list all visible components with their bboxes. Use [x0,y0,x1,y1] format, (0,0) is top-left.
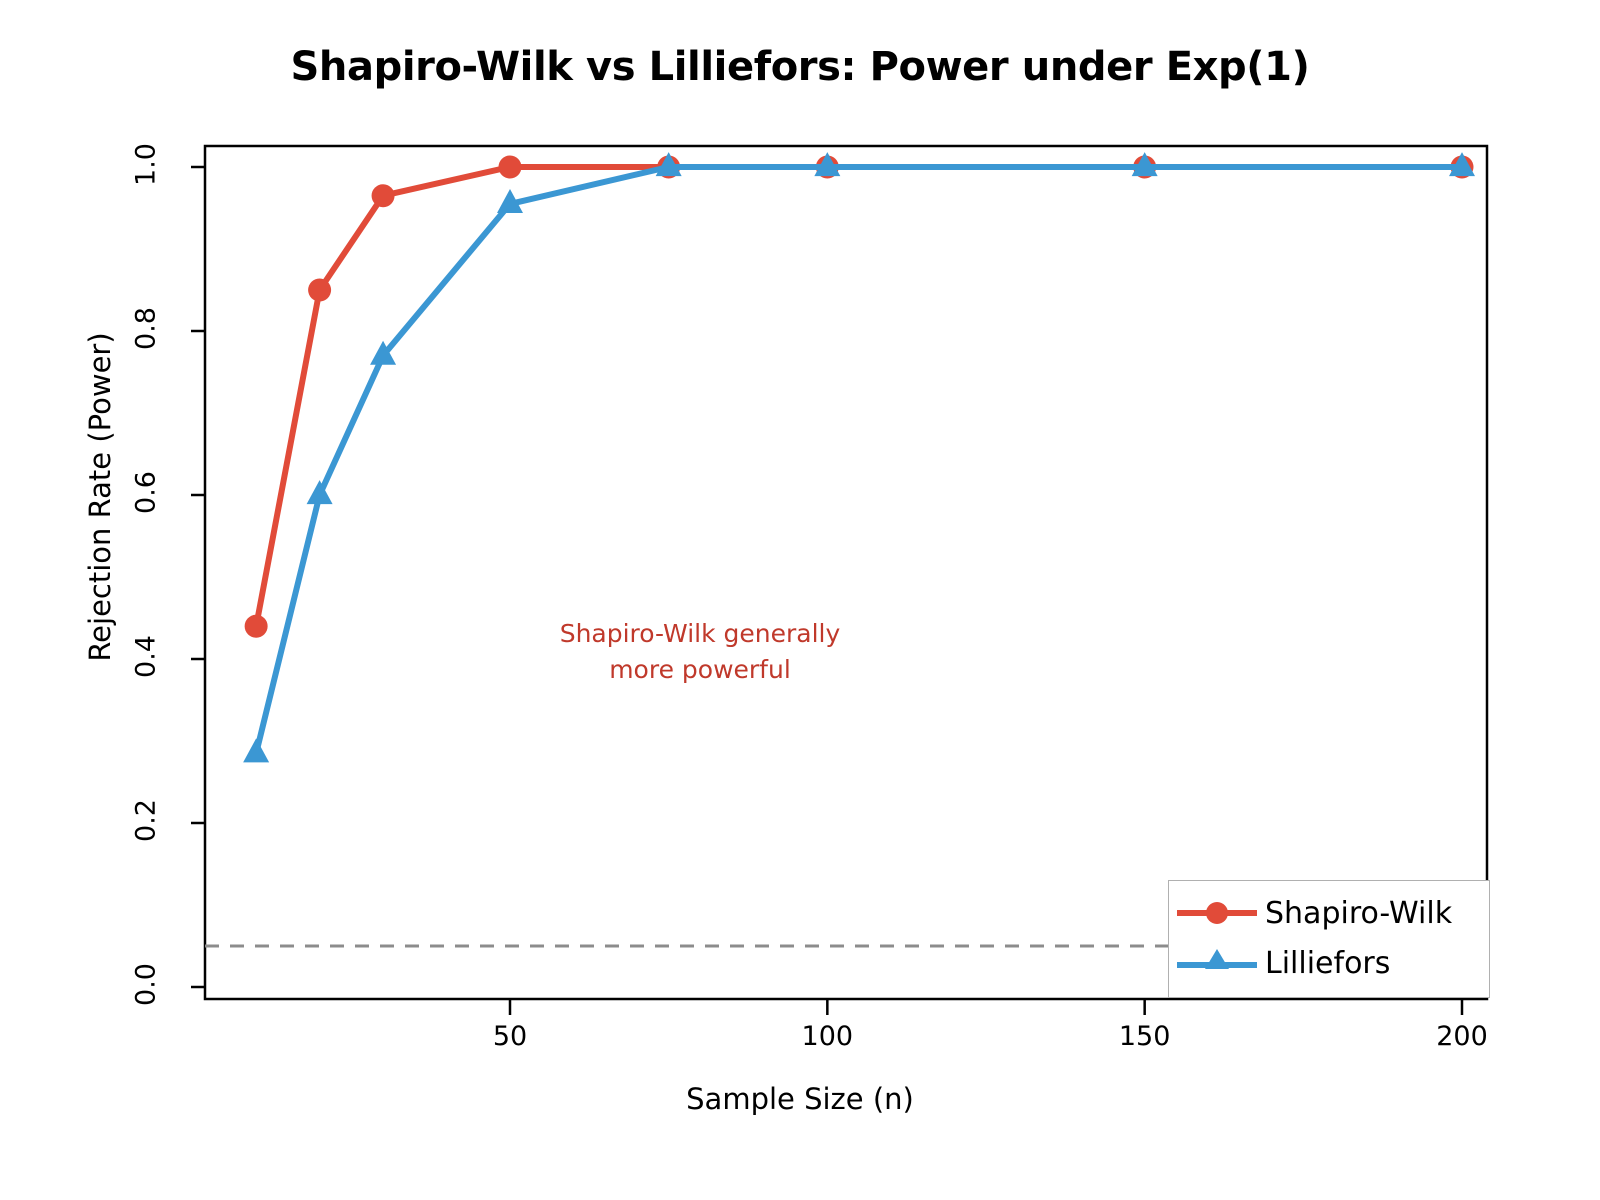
y-tick-label: 1.0 [130,143,162,186]
annotation-line-2: more powerful [609,655,791,685]
y-tick-label: 0.8 [130,307,162,350]
x-tick-label: 150 [1118,1021,1171,1052]
legend-label: Shapiro-Wilk [1265,895,1453,931]
x-axis-ticks [508,999,1464,1015]
legend-item-lilliefors[interactable]: Lilliefors [1169,939,1491,987]
legend-item-shapiro-wilk[interactable]: Shapiro-Wilk [1169,889,1491,937]
y-axis-ticks [191,165,205,989]
x-tick-label: 100 [801,1021,854,1052]
y-tick-label: 0.0 [130,963,162,1006]
plot-panel-border [203,144,1489,1001]
legend-key-triangle-icon [1169,939,1265,987]
x-tick-label: 200 [1436,1021,1488,1052]
y-tick-label: 0.2 [130,799,162,842]
page-title: Shapiro-Wilk vs Lilliefors: Power under … [290,44,1310,90]
y-tick-label: 0.6 [130,471,162,514]
legend-key-circle-icon [1169,889,1265,937]
annotation-line-1: Shapiro-Wilk generally [559,619,841,648]
legend-label: Lilliefors [1265,945,1391,981]
chart-legend[interactable]: Shapiro-Wilk Lilliefors [1168,880,1490,998]
x-axis-label: Sample Size (n) [686,1082,914,1116]
y-tick-label: 0.4 [130,635,162,678]
chart-annotation: Shapiro-Wilk generally more powerful [520,616,880,689]
x-tick-label: 50 [492,1021,528,1052]
data-series-group [243,152,1475,763]
